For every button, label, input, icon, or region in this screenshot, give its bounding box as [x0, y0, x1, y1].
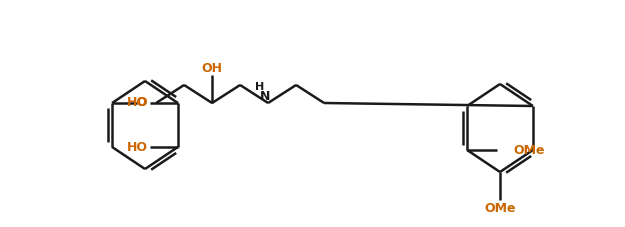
Text: HO: HO	[127, 96, 148, 109]
Text: HO: HO	[127, 141, 148, 153]
Text: O: O	[137, 96, 148, 109]
Text: OMe: OMe	[513, 143, 544, 156]
Text: OH: OH	[202, 62, 222, 74]
Text: N: N	[260, 89, 270, 103]
Text: OMe: OMe	[484, 202, 516, 215]
Text: H: H	[256, 82, 265, 92]
